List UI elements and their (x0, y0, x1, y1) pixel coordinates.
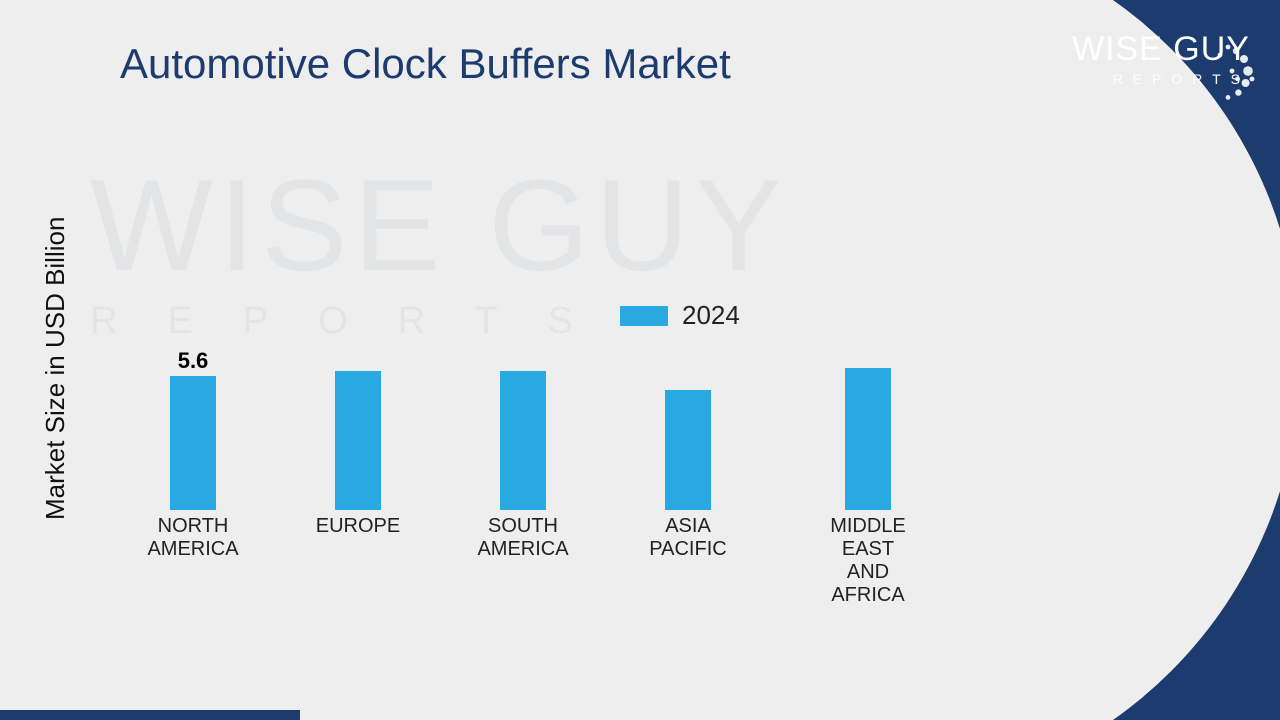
bar-group (335, 371, 381, 510)
bar-group (500, 371, 546, 510)
x-axis-label: SOUTHAMERICA (448, 515, 598, 561)
legend-label: 2024 (682, 300, 740, 331)
chart-canvas: WISE GUY REPORTS WISE GUY REPORTS Automo… (0, 0, 1280, 720)
head-profile-icon (1180, 35, 1260, 115)
legend-swatch (620, 306, 668, 326)
bar-value-label: 5.6 (133, 348, 253, 374)
bar (845, 368, 891, 510)
logo: WISE GUY REPORTS (1072, 30, 1250, 87)
y-axis-label: Market Size in USD Billion (40, 217, 71, 520)
legend: 2024 (620, 300, 740, 331)
bar (500, 371, 546, 510)
plot-area: 2024 5.6 NORTHAMERICA EUROPE SOUTHAMERICA AS… (120, 150, 970, 630)
x-axis-label: MIDDLEEASTANDAFRICA (793, 515, 943, 607)
x-axis-label: ASIAPACIFIC (613, 515, 763, 561)
bar (335, 371, 381, 510)
bar-group (845, 368, 891, 510)
x-axis-label: EUROPE (283, 515, 433, 538)
x-axis-label: NORTHAMERICA (118, 515, 268, 561)
bar-group (665, 390, 711, 510)
bar (665, 390, 711, 510)
bar (170, 376, 216, 510)
chart-title: Automotive Clock Buffers Market (120, 40, 731, 88)
bar-group: 5.6 (170, 376, 216, 510)
bottom-accent-bar (0, 710, 300, 720)
